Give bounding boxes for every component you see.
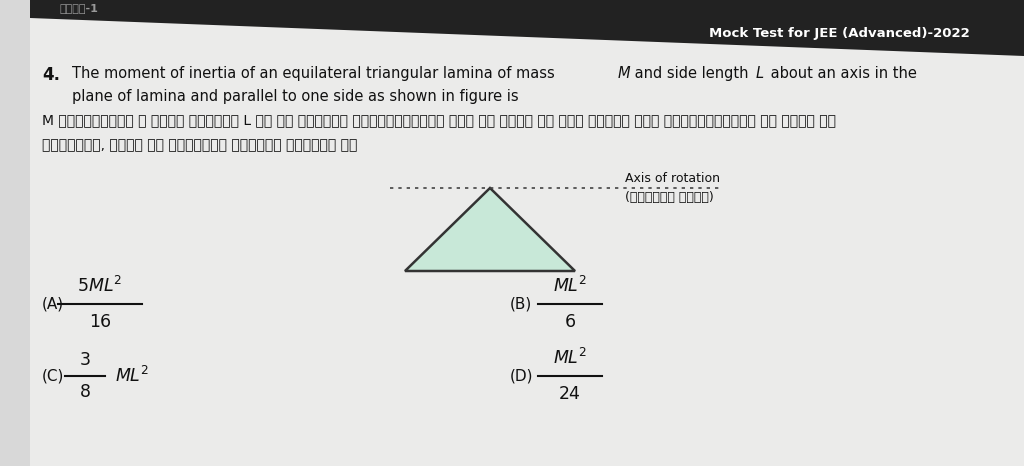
Text: Axis of rotation: Axis of rotation <box>625 172 720 185</box>
Text: $ML^2$: $ML^2$ <box>553 348 587 368</box>
Text: (D): (D) <box>510 369 534 384</box>
Text: (B): (B) <box>510 296 532 311</box>
Polygon shape <box>30 0 1024 56</box>
Text: M: M <box>618 66 631 81</box>
Text: Mock Test for JEE (Advanced)-2022: Mock Test for JEE (Advanced)-2022 <box>710 27 970 41</box>
Text: $ML^2$: $ML^2$ <box>553 276 587 296</box>
Text: समान्तर, अक्ष के सापेक्ष जड़त्व आघूर्ण है: समान्तर, अक्ष के सापेक्ष जड़त्व आघूर्ण ह… <box>42 138 357 152</box>
Text: 6: 6 <box>564 313 575 331</box>
Text: 24: 24 <box>559 385 581 403</box>
Text: about an axis in the: about an axis in the <box>766 66 916 81</box>
Text: 4.: 4. <box>42 66 60 84</box>
Text: अपेल-1: अपेल-1 <box>60 3 99 13</box>
Text: and side length: and side length <box>630 66 753 81</box>
Text: L: L <box>756 66 764 81</box>
Polygon shape <box>406 188 575 271</box>
Text: 3: 3 <box>80 351 90 369</box>
Text: 16: 16 <box>89 313 111 331</box>
Text: The moment of inertia of an equilateral triangular lamina of mass: The moment of inertia of an equilateral … <box>72 66 559 81</box>
Text: (घूर्नन अक्ष): (घूर्नन अक्ष) <box>625 191 714 204</box>
Text: (A): (A) <box>42 296 65 311</box>
Text: 8: 8 <box>80 383 90 401</box>
Text: M द्रव्यमान व भुजा लम्बाई L के एक समबाहु त्रिभुजाकार पटल का इसके तल में स्थित तथ: M द्रव्यमान व भुजा लम्बाई L के एक समबाहु… <box>42 113 836 127</box>
Text: $ML^2$: $ML^2$ <box>115 366 150 386</box>
Text: (C): (C) <box>42 369 65 384</box>
Text: $5ML^2$: $5ML^2$ <box>77 276 123 296</box>
Text: plane of lamina and parallel to one side as shown in figure is: plane of lamina and parallel to one side… <box>72 89 518 104</box>
